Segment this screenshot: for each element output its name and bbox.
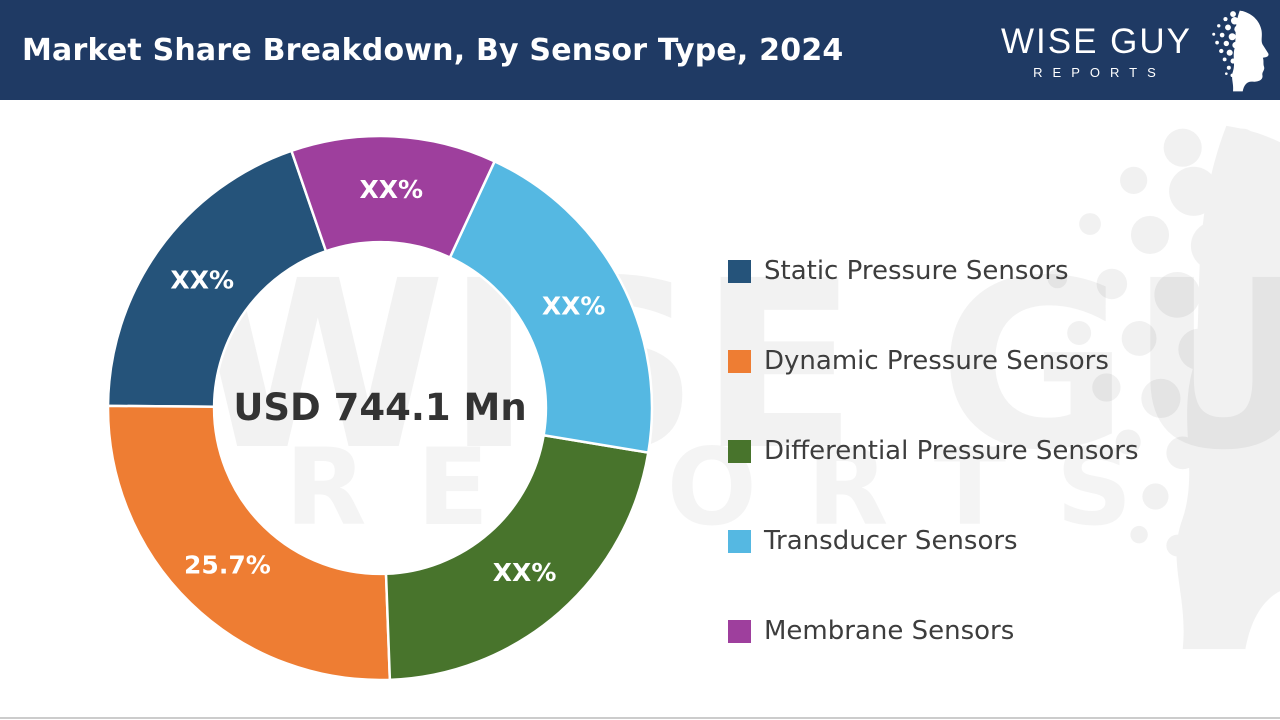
page-title: Market Share Breakdown, By Sensor Type, … <box>22 32 844 68</box>
legend-swatch <box>728 439 751 463</box>
chart-center-value: USD 744.1 Mn <box>233 386 527 429</box>
legend-item-dynamic-pressure-sensors: Dynamic Pressure Sensors <box>728 345 1139 377</box>
donut-segment-membrane-sensors <box>289 134 497 260</box>
segment-percent-label: XX% <box>170 266 234 295</box>
donut-segment-transducer-sensors <box>448 159 654 455</box>
header-bar: Market Share Breakdown, By Sensor Type, … <box>0 0 1280 100</box>
legend-swatch <box>728 619 751 643</box>
chart-legend: Static Pressure Sensors Dynamic Pressure … <box>728 255 1139 705</box>
donut-segment-dynamic-pressure-sensors <box>106 404 392 682</box>
legend-label: Static Pressure Sensors <box>764 256 1069 286</box>
donut-chart: XX% 25.7% XX% XX% XX% <box>80 108 680 708</box>
legend-item-transducer-sensors: Transducer Sensors <box>728 525 1139 557</box>
legend-label: Transducer Sensors <box>764 526 1018 556</box>
legend-item-membrane-sensors: Membrane Sensors <box>728 615 1139 647</box>
logo-text: WISE GUY REPORTS <box>1001 22 1192 80</box>
legend-swatch <box>728 529 751 553</box>
legend-swatch <box>728 349 751 373</box>
legend-label: Dynamic Pressure Sensors <box>764 346 1109 376</box>
donut-segment-differential-pressure-sensors <box>384 433 650 682</box>
legend-item-static-pressure-sensors: Static Pressure Sensors <box>728 255 1139 287</box>
legend-label: Membrane Sensors <box>764 616 1015 646</box>
segment-percent-label: XX% <box>360 175 424 204</box>
segment-percent-label: 25.7% <box>184 551 271 580</box>
logo-face-icon <box>1178 9 1278 93</box>
legend-label: Differential Pressure Sensors <box>764 436 1139 466</box>
wiseguy-logo: WISE GUY REPORTS <box>1001 8 1278 94</box>
legend-swatch <box>728 259 751 283</box>
bottom-divider <box>0 717 1280 719</box>
legend-item-differential-pressure-sensors: Differential Pressure Sensors <box>728 435 1139 467</box>
segment-percent-label: XX% <box>542 291 606 320</box>
logo-reports-label: REPORTS <box>1033 65 1166 80</box>
segment-percent-label: XX% <box>493 558 557 587</box>
watermark-reports-text: REPORTS <box>285 435 1182 541</box>
donut-segment-static-pressure-sensors <box>106 149 328 408</box>
logo-wiseguy-label: WISE GUY <box>1000 22 1192 61</box>
